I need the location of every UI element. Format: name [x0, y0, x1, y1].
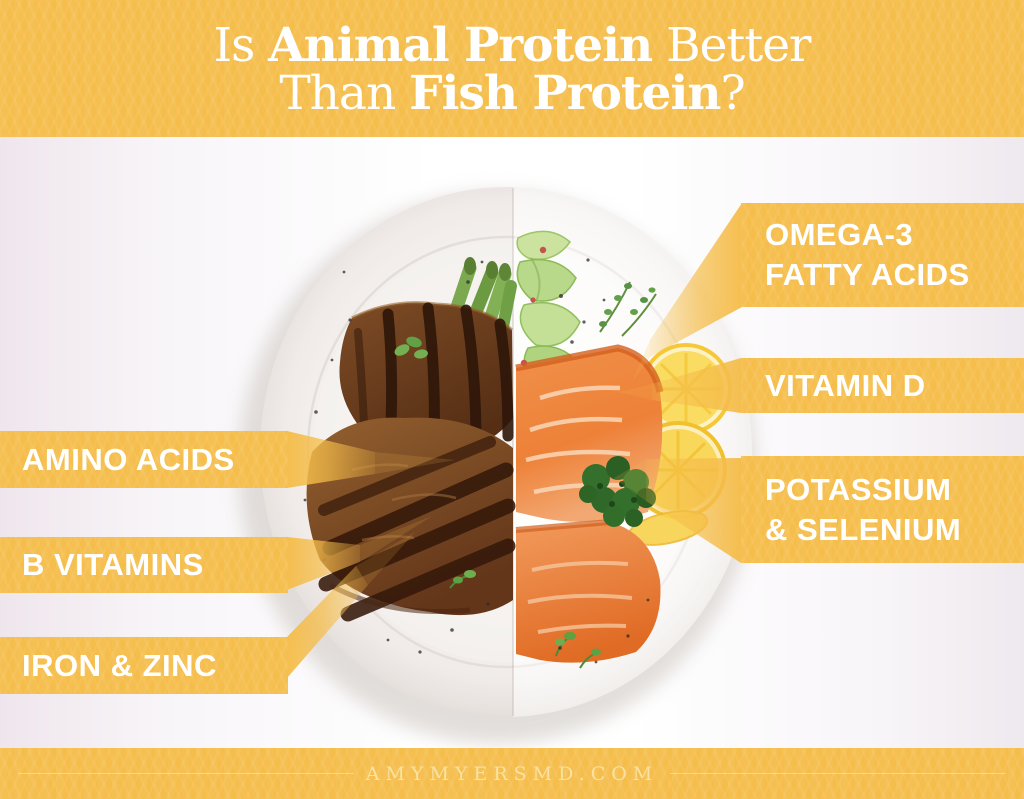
footer-rule-left	[18, 773, 354, 774]
footer-band: AMYMYERSMD.COM	[0, 748, 1024, 799]
callout-label-line1: OMEGA-3	[765, 217, 914, 252]
callout-label-line2: & SELENIUM	[765, 511, 962, 547]
connector-iron-zinc-tail	[356, 532, 415, 585]
callout-b-vitamins: B VITAMINS	[0, 537, 288, 593]
connector-potassium-tail	[614, 459, 646, 501]
connector-vitamin-d	[652, 358, 741, 413]
callout-amino-acids: AMINO ACIDS	[0, 431, 288, 488]
connector-amino-acids-tail	[375, 452, 455, 474]
callout-label-line2: FATTY ACIDS	[765, 257, 970, 292]
callout-label-line1: VITAMIN D	[765, 367, 926, 403]
website-url: AMYMYERSMD.COM	[365, 762, 659, 785]
header-band: Is Animal Protein Better Than Fish Prote…	[0, 0, 1024, 137]
callout-iron-zinc: IRON & ZINC	[0, 637, 288, 694]
connector-b-vitamins	[287, 537, 360, 590]
callout-label: IRON & ZINC	[22, 647, 217, 683]
connector-b-vitamins-tail	[360, 516, 432, 562]
connector-vitamin-d-tail	[618, 384, 652, 400]
callout-label: AMINO ACIDS	[22, 441, 235, 477]
callout-vitamin-d: VITAMIN D	[741, 358, 1024, 413]
page-title: Is Animal Protein Better Than Fish Prote…	[213, 17, 812, 121]
parsley-garnish	[579, 456, 656, 527]
oregano-leaf	[394, 336, 428, 359]
connector-omega3-tail	[632, 340, 650, 382]
connector-potassium	[646, 458, 741, 563]
connector-iron-zinc	[287, 566, 368, 678]
salmon-bottom	[515, 519, 661, 663]
connector-amino-acids	[287, 431, 375, 488]
title-line-2: Than Fish Protein?	[279, 65, 745, 121]
steak-top	[339, 301, 514, 454]
callout-potassium-selenium: POTASSIUM & SELENIUM	[741, 456, 1024, 563]
herb-sprigs	[599, 281, 657, 337]
callout-omega3-fatty-acids: OMEGA-3 FATTY ACIDS	[741, 203, 1024, 307]
pepper-specks	[303, 258, 650, 664]
micro-sprouts	[449, 570, 601, 669]
callout-label: B VITAMINS	[22, 547, 204, 582]
callout-label-line1: POTASSIUM	[765, 471, 952, 507]
footer-rule-right	[670, 773, 1006, 774]
connector-omega3	[650, 203, 742, 357]
title-line-1: Is Animal Protein Better	[213, 17, 812, 73]
